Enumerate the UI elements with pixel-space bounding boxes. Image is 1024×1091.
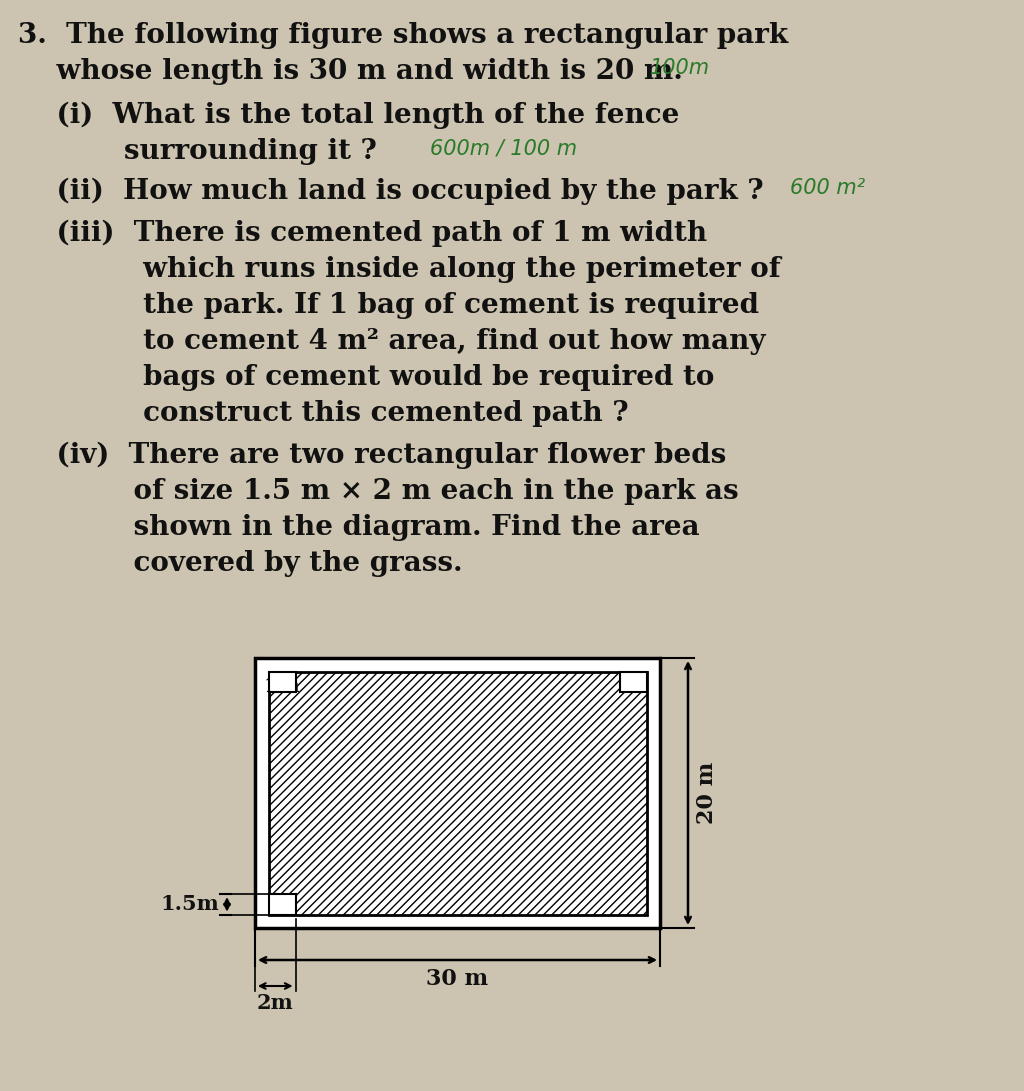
Text: the park. If 1 bag of cement is required: the park. If 1 bag of cement is required <box>18 292 759 319</box>
Text: 20 m: 20 m <box>696 762 718 824</box>
Text: bags of cement would be required to: bags of cement would be required to <box>18 364 715 391</box>
Bar <box>268 895 296 914</box>
Bar <box>268 671 296 692</box>
Text: 1.5m: 1.5m <box>160 895 219 914</box>
Text: (i)  What is the total length of the fence: (i) What is the total length of the fenc… <box>18 101 679 130</box>
Text: construct this cemented path ?: construct this cemented path ? <box>18 400 629 427</box>
Text: of size 1.5 m × 2 m each in the park as: of size 1.5 m × 2 m each in the park as <box>18 478 738 505</box>
Bar <box>255 658 660 928</box>
Text: 30 m: 30 m <box>426 968 488 990</box>
Text: 2m: 2m <box>257 993 294 1014</box>
Text: 1m: 1m <box>264 675 300 695</box>
Text: 600 m²: 600 m² <box>790 178 865 197</box>
Text: whose length is 30 m and width is 20 m.: whose length is 30 m and width is 20 m. <box>18 58 683 85</box>
Text: (iii)  There is cemented path of 1 m width: (iii) There is cemented path of 1 m widt… <box>18 220 708 248</box>
Bar <box>620 671 646 692</box>
Text: (iv)  There are two rectangular flower beds: (iv) There are two rectangular flower be… <box>18 442 726 469</box>
Text: surrounding it ?: surrounding it ? <box>18 137 377 165</box>
Text: shown in the diagram. Find the area: shown in the diagram. Find the area <box>18 514 699 541</box>
Text: to cement 4 m² area, find out how many: to cement 4 m² area, find out how many <box>18 328 766 355</box>
Text: (ii)  How much land is occupied by the park ?: (ii) How much land is occupied by the pa… <box>18 178 764 205</box>
Text: 600m / 100 m: 600m / 100 m <box>430 137 578 158</box>
Text: covered by the grass.: covered by the grass. <box>18 550 463 577</box>
Bar <box>268 671 646 914</box>
Text: 3.  The following figure shows a rectangular park: 3. The following figure shows a rectangu… <box>18 22 788 49</box>
Text: 100m: 100m <box>650 58 710 77</box>
Text: which runs inside along the perimeter of: which runs inside along the perimeter of <box>18 256 780 283</box>
